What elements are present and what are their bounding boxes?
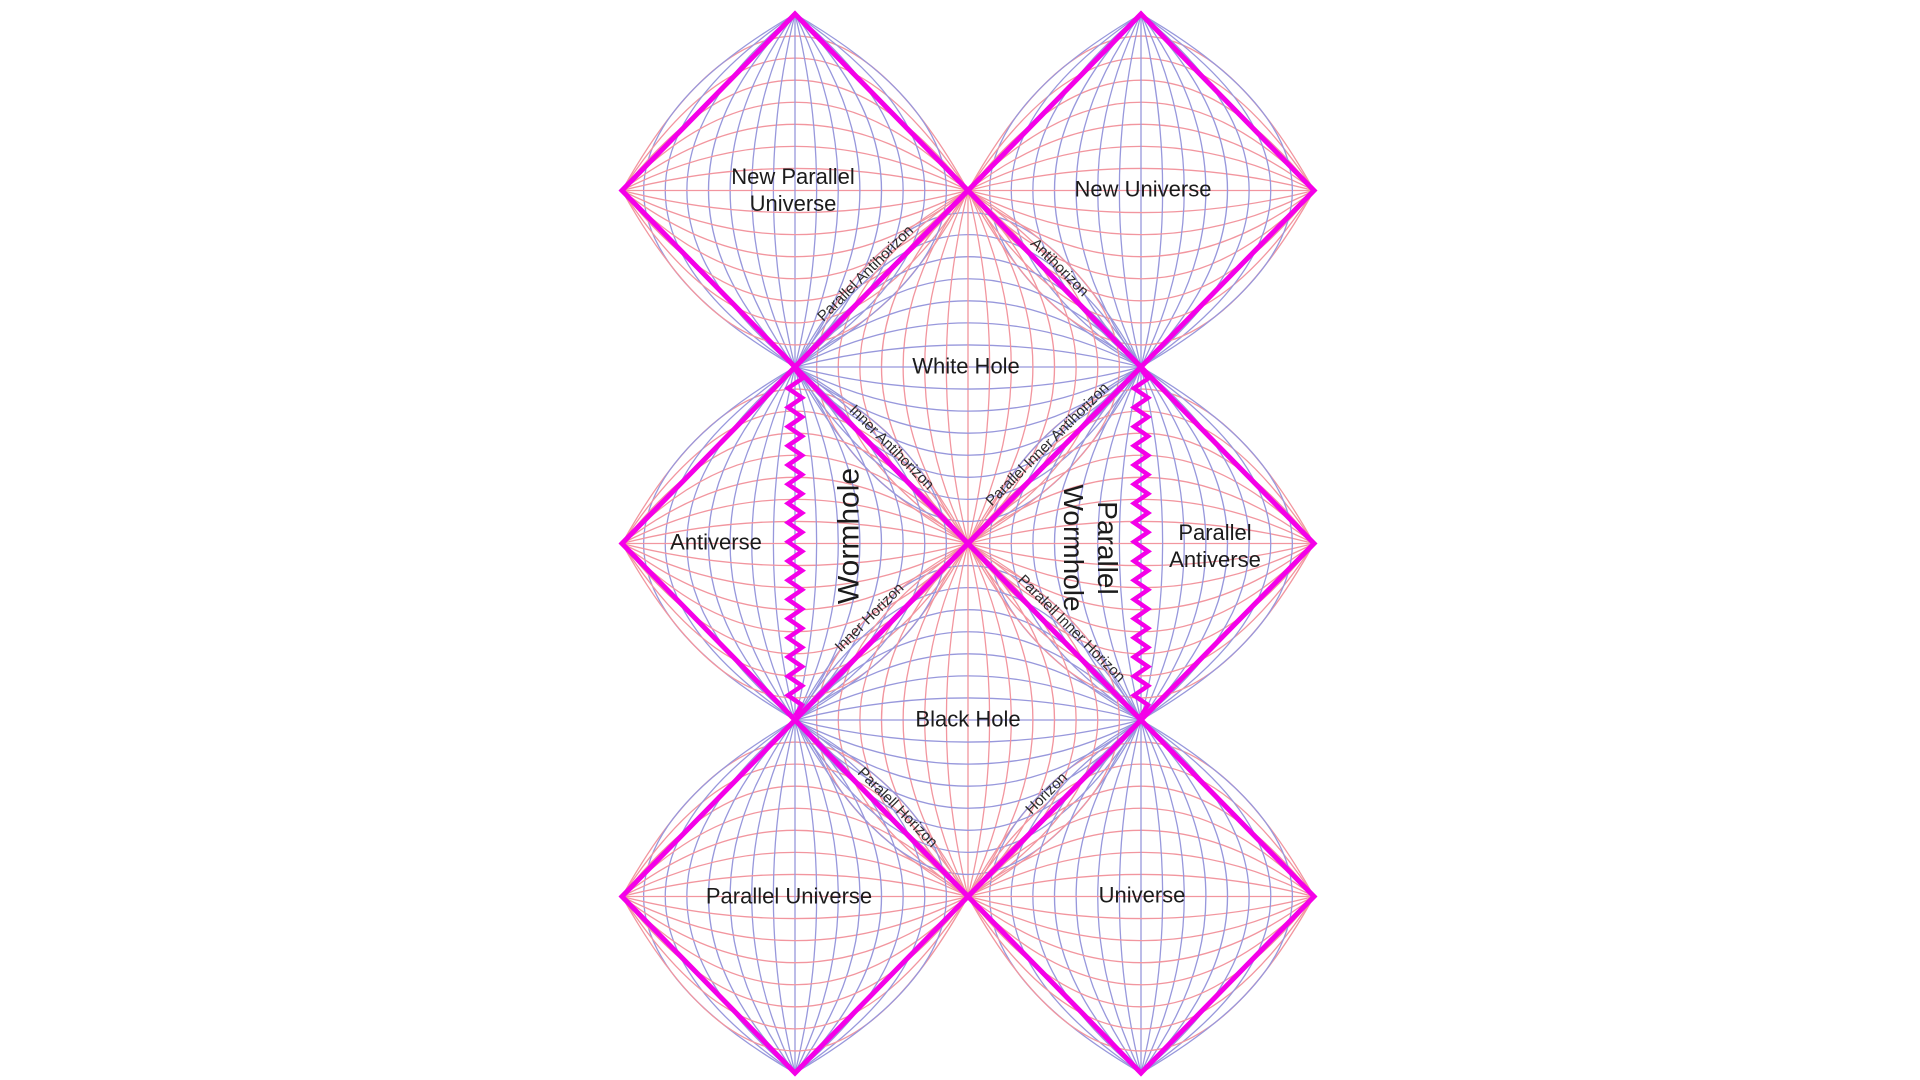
singularity-zigzag-lines — [784, 367, 1152, 718]
horizon-edges — [618, 10, 1318, 1077]
